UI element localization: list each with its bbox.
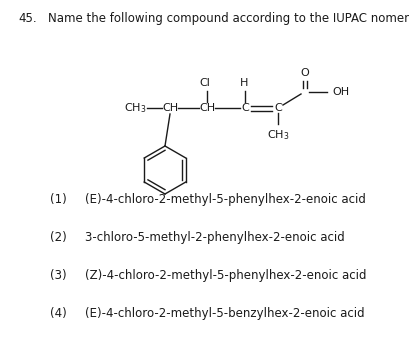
- Text: CH: CH: [198, 103, 215, 113]
- Text: CH$_3$: CH$_3$: [266, 128, 288, 142]
- Text: (1): (1): [50, 193, 67, 207]
- Text: (E)-4-chloro-2-methyl-5-phenylhex-2-enoic acid: (E)-4-chloro-2-methyl-5-phenylhex-2-enoi…: [85, 193, 365, 207]
- Text: C: C: [240, 103, 248, 113]
- Text: OH: OH: [331, 87, 348, 97]
- Text: (Z)-4-chloro-2-methyl-5-phenylhex-2-enoic acid: (Z)-4-chloro-2-methyl-5-phenylhex-2-enoi…: [85, 269, 366, 282]
- Text: H: H: [239, 78, 247, 88]
- Text: C: C: [274, 103, 281, 113]
- Text: CH$_3$: CH$_3$: [124, 101, 146, 115]
- Text: 45.: 45.: [18, 12, 36, 25]
- Text: (E)-4-chloro-2-methyl-5-benzylhex-2-enoic acid: (E)-4-chloro-2-methyl-5-benzylhex-2-enoi…: [85, 306, 364, 319]
- Text: Name the following compound according to the IUPAC nomenclature.: Name the following compound according to…: [48, 12, 409, 25]
- Text: (3): (3): [50, 269, 67, 282]
- Text: (4): (4): [50, 306, 67, 319]
- Text: CH: CH: [162, 103, 178, 113]
- Text: O: O: [300, 68, 309, 78]
- Text: (2): (2): [50, 232, 67, 245]
- Text: Cl: Cl: [199, 78, 210, 88]
- Text: 3-chloro-5-methyl-2-phenylhex-2-enoic acid: 3-chloro-5-methyl-2-phenylhex-2-enoic ac…: [85, 232, 344, 245]
